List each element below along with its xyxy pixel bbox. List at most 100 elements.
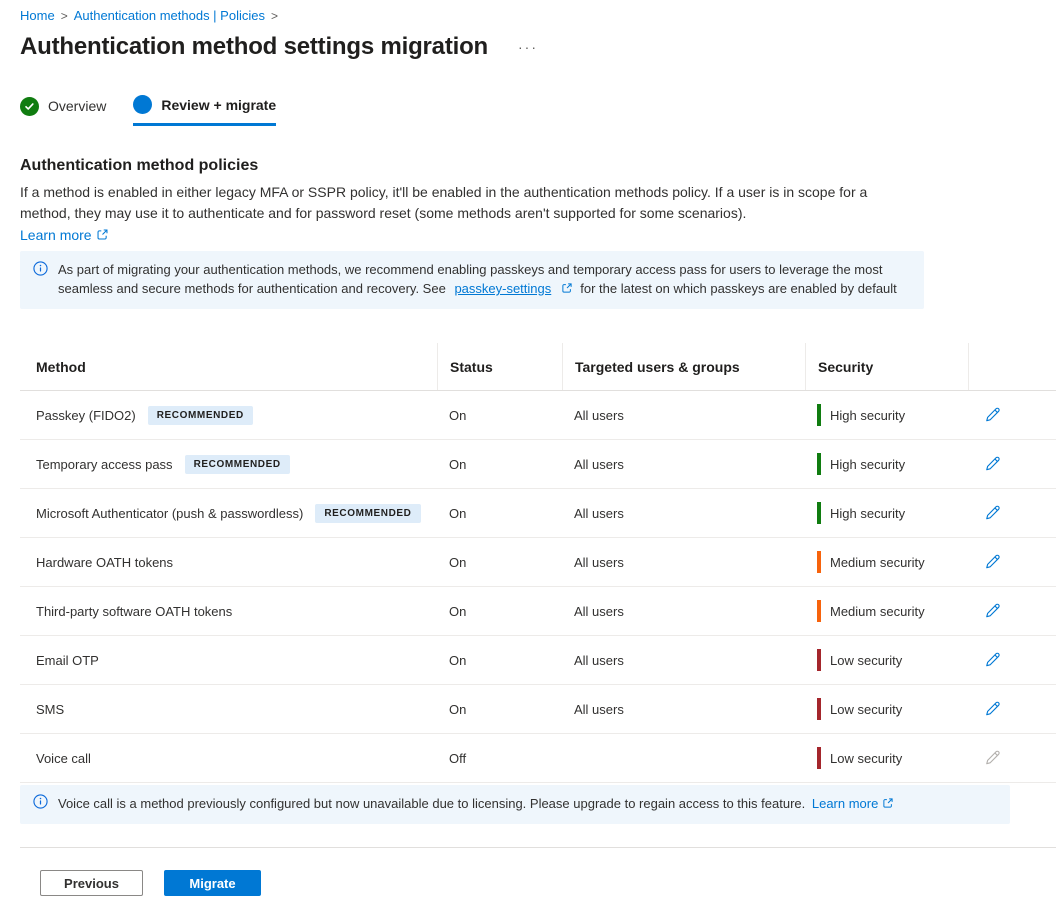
table-row-thirdparty-oath: Third-party software OATH tokens On All … — [20, 587, 1056, 636]
breadcrumb-home-link[interactable]: Home — [20, 8, 55, 23]
voice-call-licensing-text: Voice call is a method previously config… — [58, 794, 894, 814]
status-value: On — [449, 554, 467, 570]
status-value: On — [449, 701, 467, 717]
table-row-passkey: Passkey (FIDO2) RECOMMENDED On All users … — [20, 391, 1056, 440]
security-bar-icon — [817, 649, 821, 671]
method-name: Email OTP — [36, 652, 99, 668]
security-label: High security — [830, 505, 906, 521]
method-name: Voice call — [36, 750, 91, 766]
table-row-voice-call: Voice call Off Low security — [20, 734, 1056, 783]
status-value: On — [449, 603, 467, 619]
edit-pencil-icon[interactable] — [983, 601, 1002, 620]
security-label: High security — [830, 407, 906, 423]
security-label: Low security — [830, 652, 903, 668]
tab-overview[interactable]: Overview — [20, 95, 106, 126]
security-bar-icon — [817, 404, 821, 426]
method-name: Passkey (FIDO2) — [36, 407, 136, 423]
section-heading: Authentication method policies — [20, 157, 259, 174]
info-icon — [33, 794, 48, 814]
method-name: Microsoft Authenticator (push & password… — [36, 505, 304, 521]
check-circle-icon — [20, 96, 39, 116]
wizard-tabs: Overview Review + migrate — [20, 95, 1056, 126]
security-bar-icon — [817, 600, 821, 622]
methods-table: Method Status Targeted users & groups Se… — [20, 343, 1056, 783]
external-link-icon — [96, 228, 109, 244]
targeted-value: All users — [574, 456, 624, 472]
security-bar-icon — [817, 453, 821, 475]
tab-review-migrate[interactable]: Review + migrate — [133, 95, 277, 126]
security-bar-icon — [817, 747, 821, 769]
migrate-button[interactable]: Migrate — [164, 870, 261, 896]
security-bar-icon — [817, 502, 821, 524]
recommended-badge: RECOMMENDED — [184, 454, 290, 474]
external-link-icon — [561, 280, 573, 299]
edit-pencil-icon[interactable] — [983, 552, 1002, 571]
security-label: Low security — [830, 750, 903, 766]
page-title: Authentication method settings migration — [20, 33, 489, 60]
passkey-settings-link[interactable]: passkey-settings — [454, 281, 552, 296]
edit-pencil-icon[interactable] — [983, 503, 1002, 522]
licensing-learn-more-link[interactable]: Learn more — [811, 796, 879, 811]
column-header-method: Method — [36, 358, 86, 375]
more-options-icon[interactable]: ··· — [518, 39, 539, 55]
breadcrumb: Home > Authentication methods | Policies… — [20, 8, 1056, 23]
targeted-value: All users — [574, 603, 624, 619]
method-name: Temporary access pass — [36, 456, 173, 472]
title-row: Authentication method settings migration… — [20, 33, 1056, 61]
targeted-value: All users — [574, 701, 624, 717]
targeted-value: All users — [574, 652, 624, 668]
column-header-security: Security — [805, 343, 968, 390]
security-bar-icon — [817, 698, 821, 720]
previous-button[interactable]: Previous — [40, 870, 143, 896]
security-label: Medium security — [830, 554, 925, 570]
security-label: High security — [830, 456, 906, 472]
filled-circle-icon — [133, 95, 153, 114]
table-row-email-otp: Email OTP On All users Low security — [20, 636, 1056, 685]
recommended-badge: RECOMMENDED — [147, 405, 253, 425]
edit-pencil-icon-disabled — [983, 748, 1002, 767]
column-header-status: Status — [437, 343, 562, 390]
status-value: On — [449, 652, 467, 668]
voice-call-licensing-banner: Voice call is a method previously config… — [20, 785, 1010, 824]
security-label: Medium security — [830, 603, 925, 619]
table-row-microsoft-authenticator: Microsoft Authenticator (push & password… — [20, 489, 1056, 538]
security-label: Low security — [830, 701, 903, 717]
edit-pencil-icon[interactable] — [983, 650, 1002, 669]
table-row-hardware-oath: Hardware OATH tokens On All users Medium… — [20, 538, 1056, 587]
column-header-targeted: Targeted users & groups — [562, 343, 805, 390]
status-value: On — [449, 407, 467, 423]
method-name: Third-party software OATH tokens — [36, 603, 233, 619]
table-row-sms: SMS On All users Low security — [20, 685, 1056, 734]
section-description: If a method is enabled in either legacy … — [20, 184, 868, 221]
recommended-badge: RECOMMENDED — [315, 503, 421, 523]
status-value: Off — [449, 750, 467, 766]
tab-review-migrate-label: Review + migrate — [161, 96, 277, 113]
chevron-right-icon: > — [60, 8, 68, 23]
status-value: On — [449, 505, 467, 521]
status-value: On — [449, 456, 467, 472]
tab-overview-label: Overview — [48, 98, 107, 114]
external-link-icon — [882, 795, 894, 814]
method-name: Hardware OATH tokens — [36, 554, 174, 570]
chevron-right-icon: > — [270, 8, 278, 23]
targeted-value: All users — [574, 407, 624, 423]
column-header-actions — [968, 343, 1056, 390]
info-icon — [33, 261, 48, 281]
targeted-value: All users — [574, 554, 624, 570]
edit-pencil-icon[interactable] — [983, 454, 1002, 473]
method-name: SMS — [36, 701, 65, 717]
breadcrumb-policies-link[interactable]: Authentication methods | Policies — [73, 8, 265, 23]
passkey-info-text: As part of migrating your authentication… — [58, 260, 910, 299]
security-bar-icon — [817, 551, 821, 573]
edit-pencil-icon[interactable] — [983, 699, 1002, 718]
footer-divider — [20, 847, 1056, 848]
table-row-temporary-access-pass: Temporary access pass RECOMMENDED On All … — [20, 440, 1056, 489]
targeted-value: All users — [574, 505, 624, 521]
table-header-row: Method Status Targeted users & groups Se… — [20, 343, 1056, 391]
footer-actions: Previous Migrate — [40, 870, 1056, 896]
passkey-info-banner: As part of migrating your authentication… — [20, 251, 924, 309]
edit-pencil-icon[interactable] — [983, 405, 1002, 424]
table-body: Passkey (FIDO2) RECOMMENDED On All users … — [20, 391, 1056, 783]
learn-more-link[interactable]: Learn more — [20, 227, 92, 243]
